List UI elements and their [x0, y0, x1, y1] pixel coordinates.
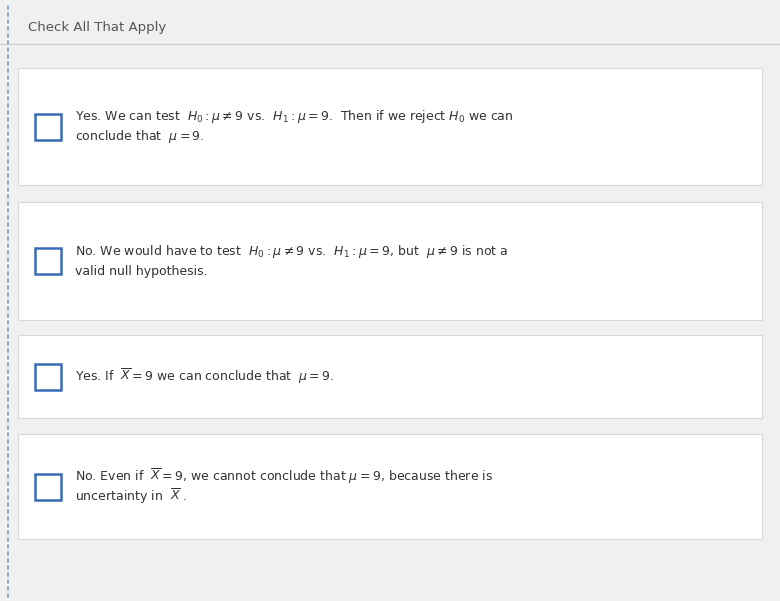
FancyBboxPatch shape: [35, 248, 61, 274]
FancyBboxPatch shape: [35, 364, 61, 389]
Text: valid null hypothesis.: valid null hypothesis.: [75, 264, 207, 278]
Text: uncertainty in  $\overline{X}$ .: uncertainty in $\overline{X}$ .: [75, 487, 187, 506]
FancyBboxPatch shape: [18, 335, 762, 418]
FancyBboxPatch shape: [35, 474, 61, 499]
Text: Yes. If  $\overline{X} = 9$ we can conclude that  $\mu = 9$.: Yes. If $\overline{X} = 9$ we can conclu…: [75, 367, 335, 386]
FancyBboxPatch shape: [18, 68, 762, 185]
Text: Yes. We can test  $H_0 : \mu \neq 9$ vs.  $H_1 : \mu = 9$.  Then if we reject $H: Yes. We can test $H_0 : \mu \neq 9$ vs. …: [75, 108, 513, 125]
FancyBboxPatch shape: [18, 434, 762, 539]
Text: No. We would have to test  $H_0 : \mu \neq 9$ vs.  $H_1 : \mu = 9$, but  $\mu \n: No. We would have to test $H_0 : \mu \ne…: [75, 242, 509, 260]
Text: No. Even if  $\overline{X} = 9$, we cannot conclude that $\mu = 9$, because ther: No. Even if $\overline{X} = 9$, we canno…: [75, 467, 493, 486]
FancyBboxPatch shape: [35, 114, 61, 139]
FancyBboxPatch shape: [18, 202, 762, 320]
Text: conclude that  $\mu = 9$.: conclude that $\mu = 9$.: [75, 128, 204, 145]
Text: Check All That Apply: Check All That Apply: [28, 20, 166, 34]
